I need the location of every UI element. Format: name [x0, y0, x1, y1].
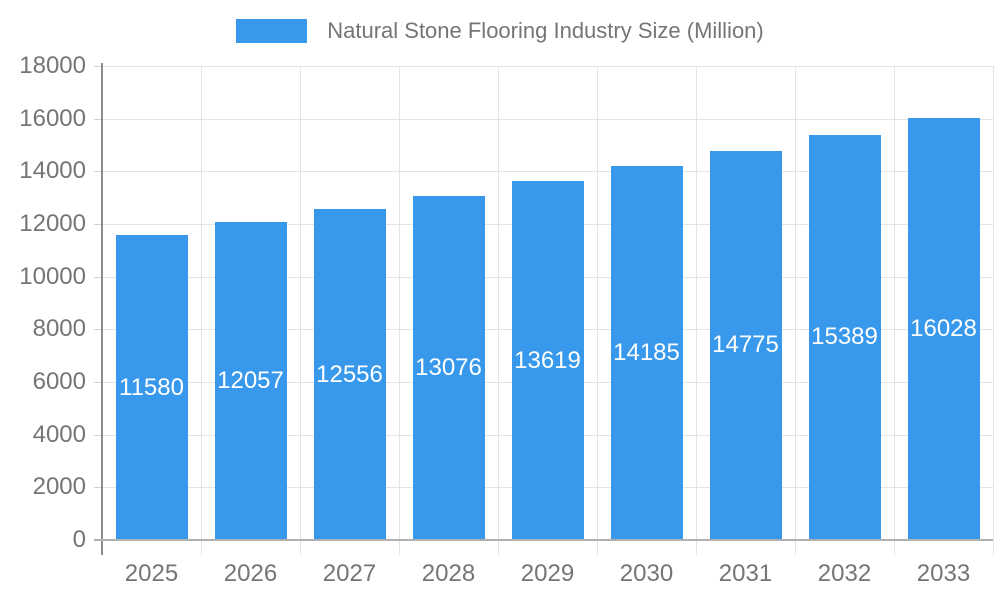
y-tick	[94, 66, 102, 67]
bar-value-label: 14185	[613, 339, 680, 367]
bar-2030[interactable]: 14185	[610, 166, 683, 540]
y-axis-label: 8000	[32, 315, 86, 343]
y-axis-label: 16000	[19, 104, 86, 132]
bar-2029[interactable]: 13619	[511, 181, 584, 540]
y-axis-label: 10000	[19, 262, 86, 290]
x-gridline	[300, 66, 301, 555]
x-axis-label: 2030	[619, 560, 674, 587]
x-axis-label: 2032	[817, 560, 872, 587]
y-gridline	[102, 171, 993, 173]
x-axis-label: 2025	[124, 560, 179, 587]
y-tick	[94, 329, 102, 331]
legend[interactable]: Natural Stone Flooring Industry Size (Mi…	[0, 18, 1000, 44]
plot-area: 11580 12057 12556 13076 13619 14185 14775 15389…	[94, 63, 994, 555]
bar-value-label: 14775	[712, 331, 779, 359]
y-axis-label: 12000	[19, 210, 86, 237]
y-tick	[94, 118, 102, 120]
x-axis-label: 2033	[916, 560, 971, 587]
x-axis-label: 2026	[223, 560, 278, 587]
bar-2028[interactable]: 13076	[412, 195, 485, 540]
x-axis-label: 2029	[520, 560, 575, 587]
y-axis-label: 6000	[32, 368, 86, 395]
x-axis-label: 2031	[718, 560, 773, 587]
bar-value-label: 13076	[415, 353, 482, 381]
bar-2032[interactable]: 15389	[808, 134, 881, 540]
x-axis-label: 2028	[421, 560, 476, 587]
y-tick	[94, 276, 102, 278]
y-axis-label: 0	[72, 526, 86, 553]
bar-2026[interactable]: 12057	[214, 222, 287, 540]
y-tick	[94, 382, 102, 383]
y-axis-label: 18000	[19, 52, 86, 79]
y-axis-label: 4000	[32, 420, 86, 448]
y-gridline	[102, 118, 993, 120]
legend-swatch	[236, 19, 308, 43]
x-gridline	[498, 66, 499, 555]
x-axis-line	[94, 539, 993, 541]
y-axis-label: 14000	[19, 157, 86, 185]
y-gridline	[102, 66, 993, 67]
y-axis-line	[101, 63, 103, 555]
x-gridline	[795, 66, 796, 555]
bar-2033[interactable]: 16028	[907, 117, 980, 540]
x-gridline	[696, 66, 697, 555]
y-tick	[94, 487, 102, 489]
y-tick	[94, 434, 102, 436]
bar-2027[interactable]: 12556	[313, 209, 386, 540]
bar-2031[interactable]: 14775	[709, 150, 782, 540]
bar-2025[interactable]: 11580	[115, 235, 188, 540]
x-gridline	[597, 66, 598, 555]
x-gridline	[201, 66, 202, 555]
x-gridline	[894, 66, 895, 555]
bar-value-label: 12556	[316, 360, 383, 388]
bar-value-label: 15389	[811, 323, 878, 351]
y-axis-label: 2000	[32, 473, 86, 501]
y-tick	[94, 171, 102, 173]
legend-label: Natural Stone Flooring Industry Size (Mi…	[327, 18, 764, 43]
bar-value-label: 13619	[514, 346, 581, 374]
bar-value-label: 12057	[217, 367, 284, 395]
bar-value-label: 16028	[910, 314, 977, 342]
x-axis-label: 2027	[322, 560, 377, 587]
y-tick	[94, 224, 102, 225]
bar-value-label: 11580	[119, 373, 184, 401]
x-gridline	[399, 66, 400, 555]
x-gridline	[993, 66, 994, 555]
